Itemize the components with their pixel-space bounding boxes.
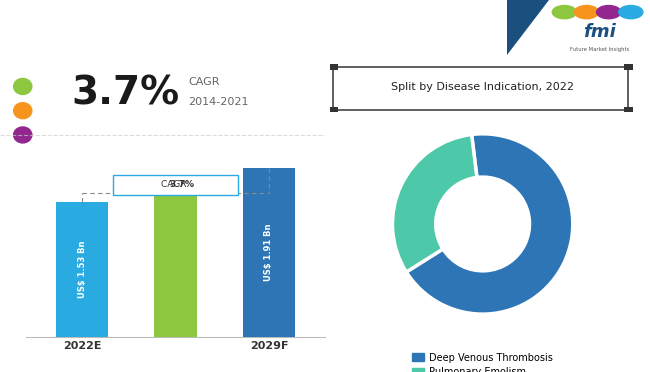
FancyBboxPatch shape <box>113 175 238 195</box>
Circle shape <box>552 6 577 19</box>
Circle shape <box>575 6 599 19</box>
Circle shape <box>14 127 32 143</box>
Text: 3.7%: 3.7% <box>72 74 179 113</box>
Text: fmi: fmi <box>583 23 616 41</box>
Bar <box>243 168 294 337</box>
Text: Note: Market shares are not depicted as per the actual scale and are only for il: Note: Market shares are not depicted as … <box>208 353 554 359</box>
Bar <box>624 107 633 113</box>
Bar <box>329 64 338 70</box>
Text: US$ 1.53 Bn: US$ 1.53 Bn <box>77 240 86 298</box>
Text: Global Venous Thromboembolism Treatment Market Analysis, 2022-2029: Global Venous Thromboembolism Treatment … <box>8 24 552 37</box>
Legend: Deep Venous Thrombosis, Pulmonary Emolism: Deep Venous Thrombosis, Pulmonary Emolis… <box>409 349 556 372</box>
Bar <box>57 202 108 337</box>
Bar <box>329 107 338 113</box>
Text: Future Market Insights: Future Market Insights <box>570 47 629 52</box>
Wedge shape <box>406 134 573 314</box>
Bar <box>624 64 633 70</box>
Text: Source: Future Market Insights: Source: Future Market Insights <box>6 352 129 361</box>
Bar <box>153 185 198 337</box>
Polygon shape <box>507 0 549 55</box>
Text: US$ 1.91 Bn: US$ 1.91 Bn <box>265 224 274 281</box>
Circle shape <box>14 78 32 94</box>
Text: 3.7%: 3.7% <box>170 180 194 189</box>
Circle shape <box>14 103 32 119</box>
Text: 2014-2021: 2014-2021 <box>188 97 249 107</box>
Text: CAGR: CAGR <box>161 180 190 189</box>
Circle shape <box>597 6 621 19</box>
FancyBboxPatch shape <box>333 67 629 110</box>
Text: Split by Disease Indication, 2022: Split by Disease Indication, 2022 <box>391 82 574 92</box>
Text: CAGR: CAGR <box>188 77 220 87</box>
Wedge shape <box>393 134 477 272</box>
Circle shape <box>619 6 643 19</box>
